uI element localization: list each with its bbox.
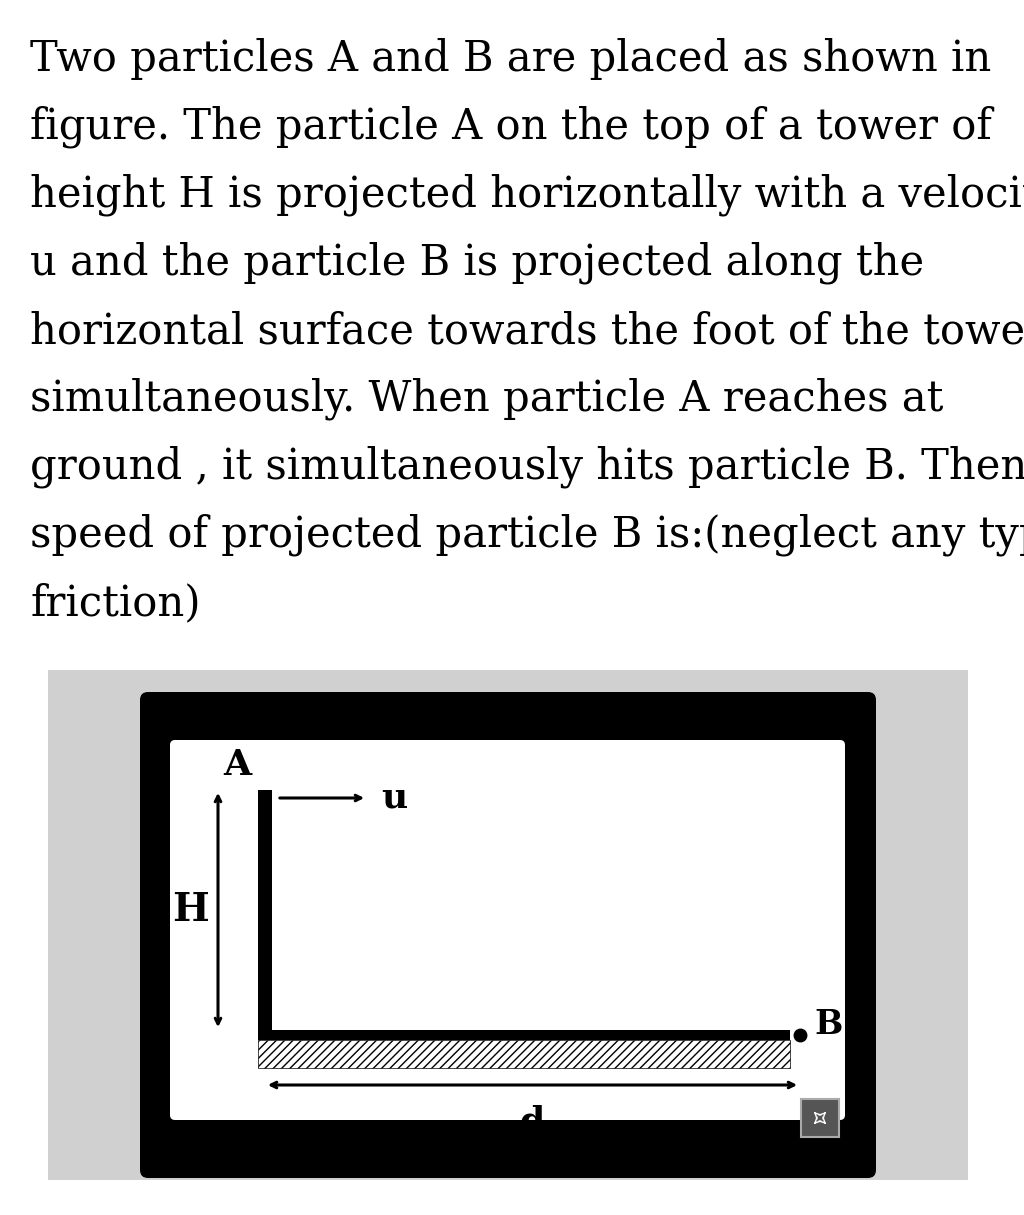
Text: height H is projected horizontally with a velocity: height H is projected horizontally with … — [30, 174, 1024, 216]
Bar — [258, 1030, 790, 1040]
Text: u and the particle B is projected along the: u and the particle B is projected along … — [30, 242, 924, 284]
Text: ground , it simultaneously hits particle B. Then the: ground , it simultaneously hits particle… — [30, 446, 1024, 488]
FancyBboxPatch shape — [48, 669, 968, 1180]
FancyBboxPatch shape — [170, 740, 845, 1120]
Bar — [258, 1040, 790, 1068]
Bar — [258, 790, 272, 1030]
Text: d: d — [520, 1104, 545, 1138]
Text: u: u — [381, 781, 408, 815]
Bar — [801, 1100, 839, 1137]
Text: B: B — [814, 1008, 843, 1041]
Text: friction): friction) — [30, 582, 201, 625]
Text: horizontal surface towards the foot of the tower,: horizontal surface towards the foot of t… — [30, 310, 1024, 352]
Text: H: H — [172, 891, 208, 929]
Text: Two particles A and B are placed as shown in: Two particles A and B are placed as show… — [30, 38, 991, 80]
Text: A: A — [223, 748, 251, 782]
FancyBboxPatch shape — [140, 693, 876, 1179]
Text: simultaneously. When particle A reaches at: simultaneously. When particle A reaches … — [30, 378, 943, 420]
Text: figure. The particle A on the top of a tower of: figure. The particle A on the top of a t… — [30, 106, 992, 148]
Text: speed of projected particle B is:(neglect any type of: speed of projected particle B is:(neglec… — [30, 514, 1024, 556]
